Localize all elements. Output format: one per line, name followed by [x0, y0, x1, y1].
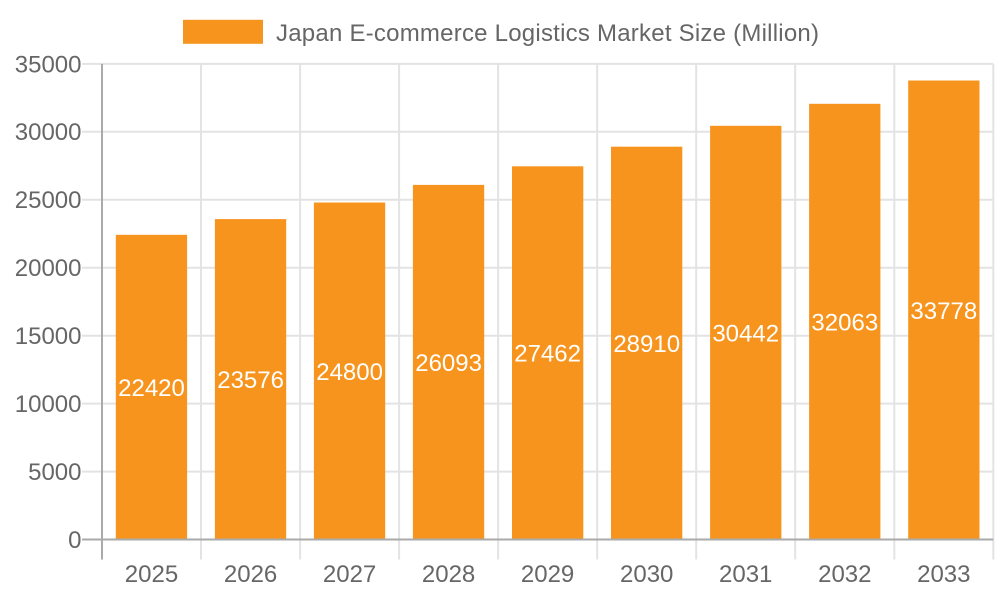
svg-text:20000: 20000	[15, 255, 82, 282]
svg-text:10000: 10000	[15, 391, 82, 418]
svg-text:2030: 2030	[620, 561, 673, 588]
svg-text:0: 0	[68, 527, 81, 554]
svg-text:2028: 2028	[422, 561, 475, 588]
svg-text:5000: 5000	[28, 459, 81, 486]
svg-text:2032: 2032	[818, 561, 871, 588]
svg-text:30442: 30442	[712, 320, 779, 347]
svg-text:24800: 24800	[316, 359, 383, 386]
svg-text:32063: 32063	[811, 309, 878, 336]
svg-text:2033: 2033	[917, 561, 970, 588]
svg-text:2031: 2031	[719, 561, 772, 588]
svg-text:33778: 33778	[910, 298, 977, 325]
svg-text:22420: 22420	[118, 375, 185, 402]
svg-text:27462: 27462	[514, 341, 581, 368]
svg-text:28910: 28910	[613, 331, 680, 358]
svg-text:Japan E-commerce Logistics Mar: Japan E-commerce Logistics Market Size (…	[276, 20, 819, 47]
svg-text:23576: 23576	[217, 367, 284, 394]
svg-text:26093: 26093	[415, 350, 482, 377]
svg-text:35000: 35000	[15, 51, 82, 78]
svg-text:15000: 15000	[15, 323, 82, 350]
svg-text:2029: 2029	[521, 561, 574, 588]
svg-text:30000: 30000	[15, 119, 82, 146]
svg-text:2025: 2025	[125, 561, 178, 588]
svg-text:2026: 2026	[224, 561, 277, 588]
svg-text:25000: 25000	[15, 187, 82, 214]
svg-text:2027: 2027	[323, 561, 376, 588]
